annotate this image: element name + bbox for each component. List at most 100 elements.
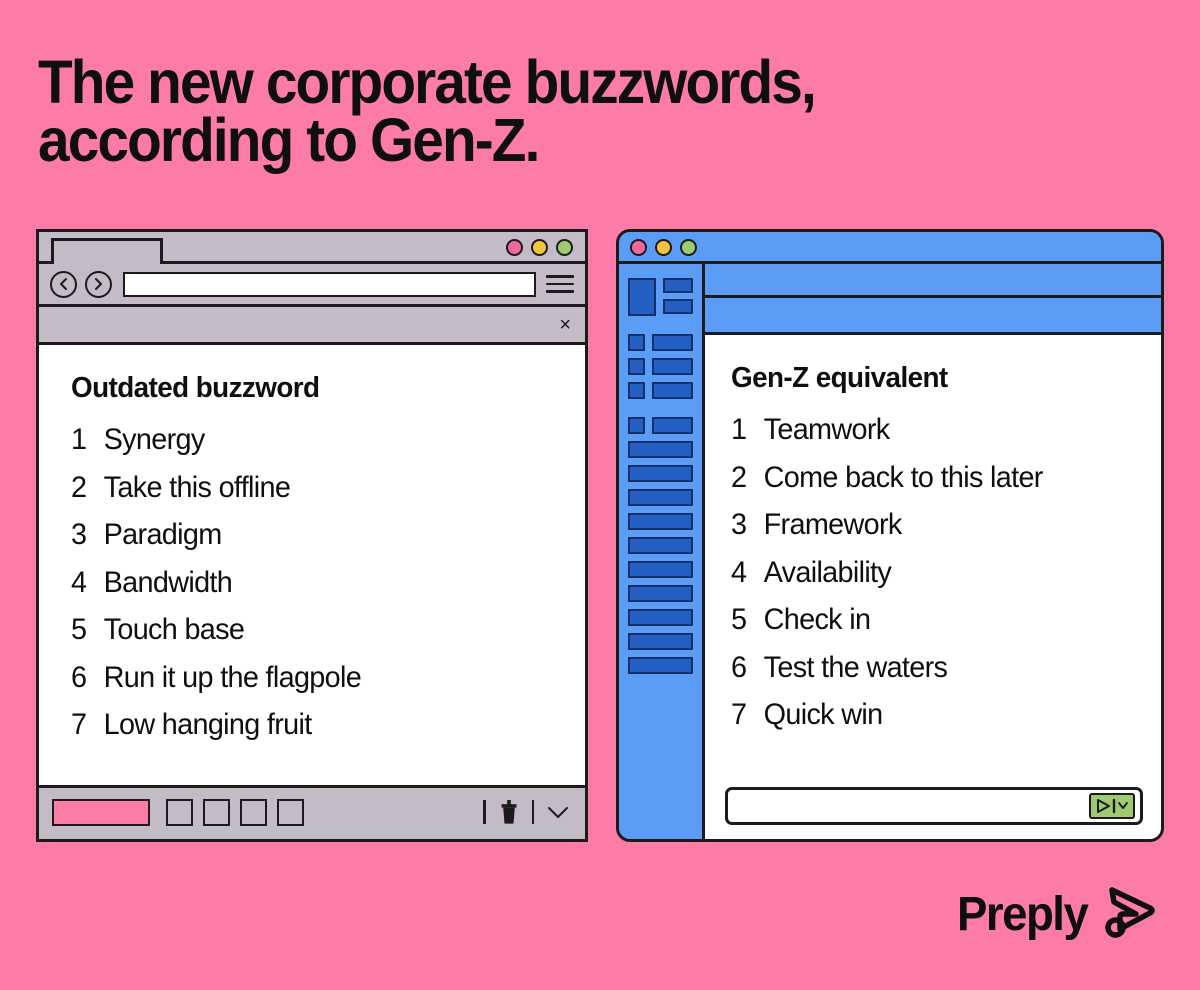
left-column-heading: Outdated buzzword <box>71 372 320 404</box>
sidebar-list-item[interactable] <box>628 537 693 554</box>
outdated-buzzword-list: 1 Synergy 2 Take this offline 3 Paradigm 4 Band… <box>71 416 585 749</box>
list-item: 5 Check in <box>731 596 1144 644</box>
list-item-number: 1 <box>731 413 747 446</box>
minimize-dot[interactable] <box>655 239 672 256</box>
list-item-number: 3 <box>71 518 87 551</box>
left-window-statusbar <box>39 788 585 836</box>
play-skip-icon[interactable] <box>1089 793 1135 819</box>
list-item-number: 4 <box>71 565 87 599</box>
left-browser-window: × Outdated buzzword 1 Synergy 2 Take this o… <box>36 229 588 842</box>
minimize-dot[interactable] <box>531 239 548 256</box>
left-window-navbar <box>39 264 585 307</box>
list-item-number: 2 <box>731 460 747 494</box>
sidebar-list-item[interactable] <box>628 489 693 506</box>
sidebar-item-4[interactable] <box>628 417 693 434</box>
list-item-label: Paradigm <box>103 518 223 551</box>
statusbar-active-tab[interactable] <box>52 798 150 826</box>
address-bar-input[interactable] <box>123 271 536 297</box>
list-item-label: Take this offline <box>103 470 291 504</box>
sidebar-list-item[interactable] <box>628 609 693 626</box>
sidebar-list-item[interactable] <box>628 465 693 482</box>
sidebar-item-2[interactable] <box>628 358 693 375</box>
back-button[interactable] <box>50 270 77 298</box>
page-title: The new corporate buzzwords, according t… <box>38 52 968 174</box>
maximize-dot[interactable] <box>556 239 573 256</box>
hamburger-icon[interactable] <box>546 275 574 293</box>
sidebar-list-item[interactable] <box>628 585 693 602</box>
right-window-body: Gen-Z equivalent 1 Teamwork 2 Come back to … <box>619 264 1161 839</box>
list-item: 7 Low hanging fruit <box>71 701 564 749</box>
list-item-number: 7 <box>71 708 87 741</box>
statusbar-button-4[interactable] <box>277 798 304 826</box>
sidebar-gap-2 <box>628 406 693 417</box>
sidebar-list-item[interactable] <box>628 561 693 578</box>
list-item: 2 Come back to this later <box>731 454 1144 502</box>
list-item: 1 Teamwork <box>731 406 1144 454</box>
sidebar-item-label-placeholder <box>652 382 693 399</box>
list-item: 4 Availability <box>731 549 1144 597</box>
sidebar-item-label-placeholder <box>652 417 693 434</box>
forward-button[interactable] <box>85 270 112 298</box>
left-window-titlebar <box>39 232 585 267</box>
sidebar-item-label-placeholder <box>652 334 693 351</box>
list-item-label: Touch base <box>103 613 245 646</box>
trash-icon[interactable] <box>499 800 519 824</box>
list-item-number: 1 <box>71 423 87 456</box>
right-content-panel: Gen-Z equivalent 1 Teamwork 2 Come back to … <box>705 335 1161 839</box>
close-dot[interactable] <box>506 239 523 256</box>
list-item: 3 Framework <box>731 501 1144 549</box>
list-item-number: 7 <box>731 698 747 731</box>
sidebar-item-icon <box>628 417 645 434</box>
chevron-down-icon[interactable] <box>547 806 569 819</box>
list-item-label: Synergy <box>103 423 206 456</box>
sidebar-list-item[interactable] <box>628 513 693 530</box>
list-item: 6 Run it up the flagpole <box>71 654 564 702</box>
sidebar-item-label-placeholder <box>652 358 693 375</box>
sidebar-list-item[interactable] <box>628 441 693 458</box>
statusbar-divider-1 <box>483 800 486 824</box>
list-item: 5 Touch base <box>71 606 564 654</box>
sidebar-list-item[interactable] <box>628 657 693 674</box>
close-dot[interactable] <box>630 239 647 256</box>
right-window-titlebar <box>619 232 1161 264</box>
list-item-label: Come back to this later <box>763 460 1044 494</box>
sidebar-item-3[interactable] <box>628 382 693 399</box>
sidebar <box>619 264 705 839</box>
right-traffic-lights <box>630 239 697 256</box>
list-item-number: 2 <box>71 470 87 504</box>
close-icon[interactable]: × <box>559 313 571 336</box>
browser-tab[interactable] <box>51 238 163 267</box>
list-item-number: 3 <box>731 508 747 541</box>
message-input[interactable] <box>725 787 1143 825</box>
preply-logo: Preply <box>957 883 1158 946</box>
sidebar-item-1[interactable] <box>628 334 693 351</box>
sidebar-avatar-placeholder <box>628 278 656 316</box>
sidebar-list-item[interactable] <box>628 633 693 650</box>
statusbar-button-2[interactable] <box>203 798 230 826</box>
list-item-label: Test the waters <box>763 650 948 684</box>
list-item-label: Framework <box>763 508 903 541</box>
list-item-label: Low hanging fruit <box>103 708 313 741</box>
list-item-number: 6 <box>731 650 747 684</box>
genz-equivalent-list: 1 Teamwork 2 Come back to this later 3 Framew… <box>731 406 1161 739</box>
statusbar-button-1[interactable] <box>166 798 193 826</box>
page-title-line-1: The new corporate buzzwords, <box>38 48 817 116</box>
list-item: 3 Paradigm <box>71 511 564 559</box>
list-item-label: Check in <box>763 603 871 636</box>
chevron-right-icon <box>93 277 104 291</box>
sidebar-item-icon <box>628 382 645 399</box>
list-item-number: 4 <box>731 555 747 589</box>
list-item: 6 Test the waters <box>731 644 1144 692</box>
statusbar-divider-2 <box>531 800 534 824</box>
maximize-dot[interactable] <box>680 239 697 256</box>
sidebar-item-icon <box>628 358 645 375</box>
statusbar-button-3[interactable] <box>240 798 267 826</box>
list-item: 4 Bandwidth <box>71 559 564 607</box>
page-title-line-2: according to Gen-Z. <box>38 105 540 174</box>
list-item: 1 Synergy <box>71 416 564 464</box>
left-window-subbar: × <box>39 307 585 345</box>
sidebar-subtitle-placeholder <box>663 299 693 314</box>
sidebar-profile-row[interactable] <box>628 278 693 316</box>
list-item-label: Run it up the flagpole <box>103 660 362 694</box>
